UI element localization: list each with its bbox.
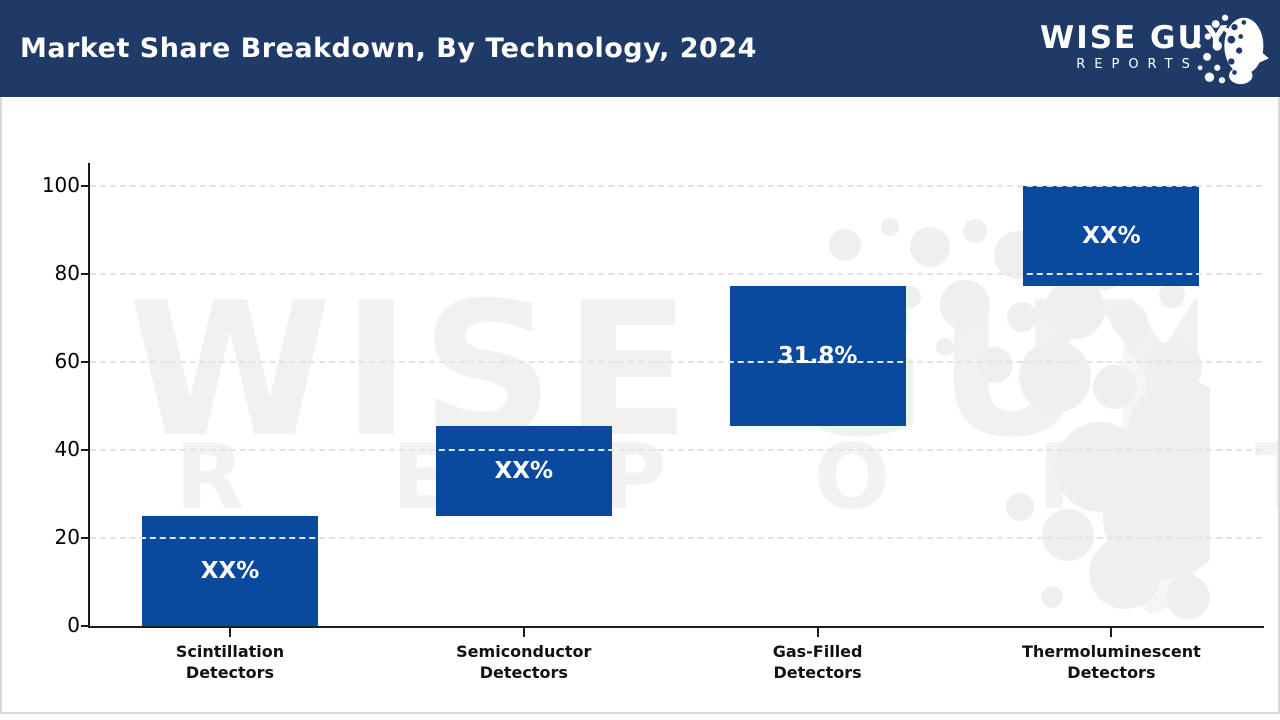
y-axis-tick (81, 185, 90, 187)
logo-text: WISE GUY REPORTS (1040, 22, 1229, 72)
y-tick-label: 100 (41, 173, 80, 197)
y-axis-tick (81, 625, 90, 627)
y-tick-label: 20 (54, 525, 80, 549)
y-tick-label: 0 (67, 613, 80, 637)
x-category-label: Gas-Filled Detectors (772, 642, 863, 682)
watermark-dotted-face (829, 218, 1210, 619)
y-axis-line (88, 163, 90, 628)
logo-subtitle: REPORTS (1076, 56, 1199, 72)
bar-value-label: XX% (1082, 222, 1141, 249)
logo-wordmark: WISE GUY (1040, 20, 1230, 56)
y-axis-tick (81, 361, 90, 363)
y-tick-label: 60 (54, 349, 80, 373)
x-category-label: Semiconductor Detectors (456, 642, 592, 682)
y-axis-tick (81, 273, 90, 275)
x-axis-tick (522, 628, 525, 637)
x-axis-tick (816, 628, 819, 637)
y-axis-tick (81, 449, 90, 451)
bar-value-label: XX% (200, 558, 260, 584)
x-axis-line (88, 626, 1264, 628)
watermark-text: WISE GUY (128, 262, 1198, 478)
page-title: Market Share Breakdown, By Technology, 2… (20, 33, 757, 64)
bar: XX% (142, 516, 318, 626)
bar: 31.8% (729, 285, 906, 426)
y-gridline (90, 537, 1262, 539)
y-gridline (90, 185, 1262, 187)
header-bar: Market Share Breakdown, By Technology, 2… (0, 0, 1280, 97)
bar: XX% (435, 425, 612, 516)
x-axis-tick (229, 628, 231, 637)
y-axis-tick (81, 537, 90, 539)
bar-value-label: XX% (494, 457, 554, 484)
bar-value-label: 31.8% (777, 342, 858, 369)
bar: XX% (1023, 186, 1200, 286)
y-gridline (90, 273, 1262, 275)
y-tick-label: 80 (54, 261, 80, 285)
x-axis-tick (1110, 628, 1113, 637)
y-tick-label: 40 (54, 437, 80, 461)
x-category-label: Thermoluminescent Detectors (1021, 642, 1201, 682)
x-category-label: Scintillation Detectors (175, 642, 285, 682)
wise-guy-reports-logo: WISE GUY REPORTS (1004, 4, 1272, 94)
y-gridline (90, 361, 1262, 363)
logo-head-icon (1196, 14, 1269, 85)
y-gridline (90, 449, 1262, 451)
